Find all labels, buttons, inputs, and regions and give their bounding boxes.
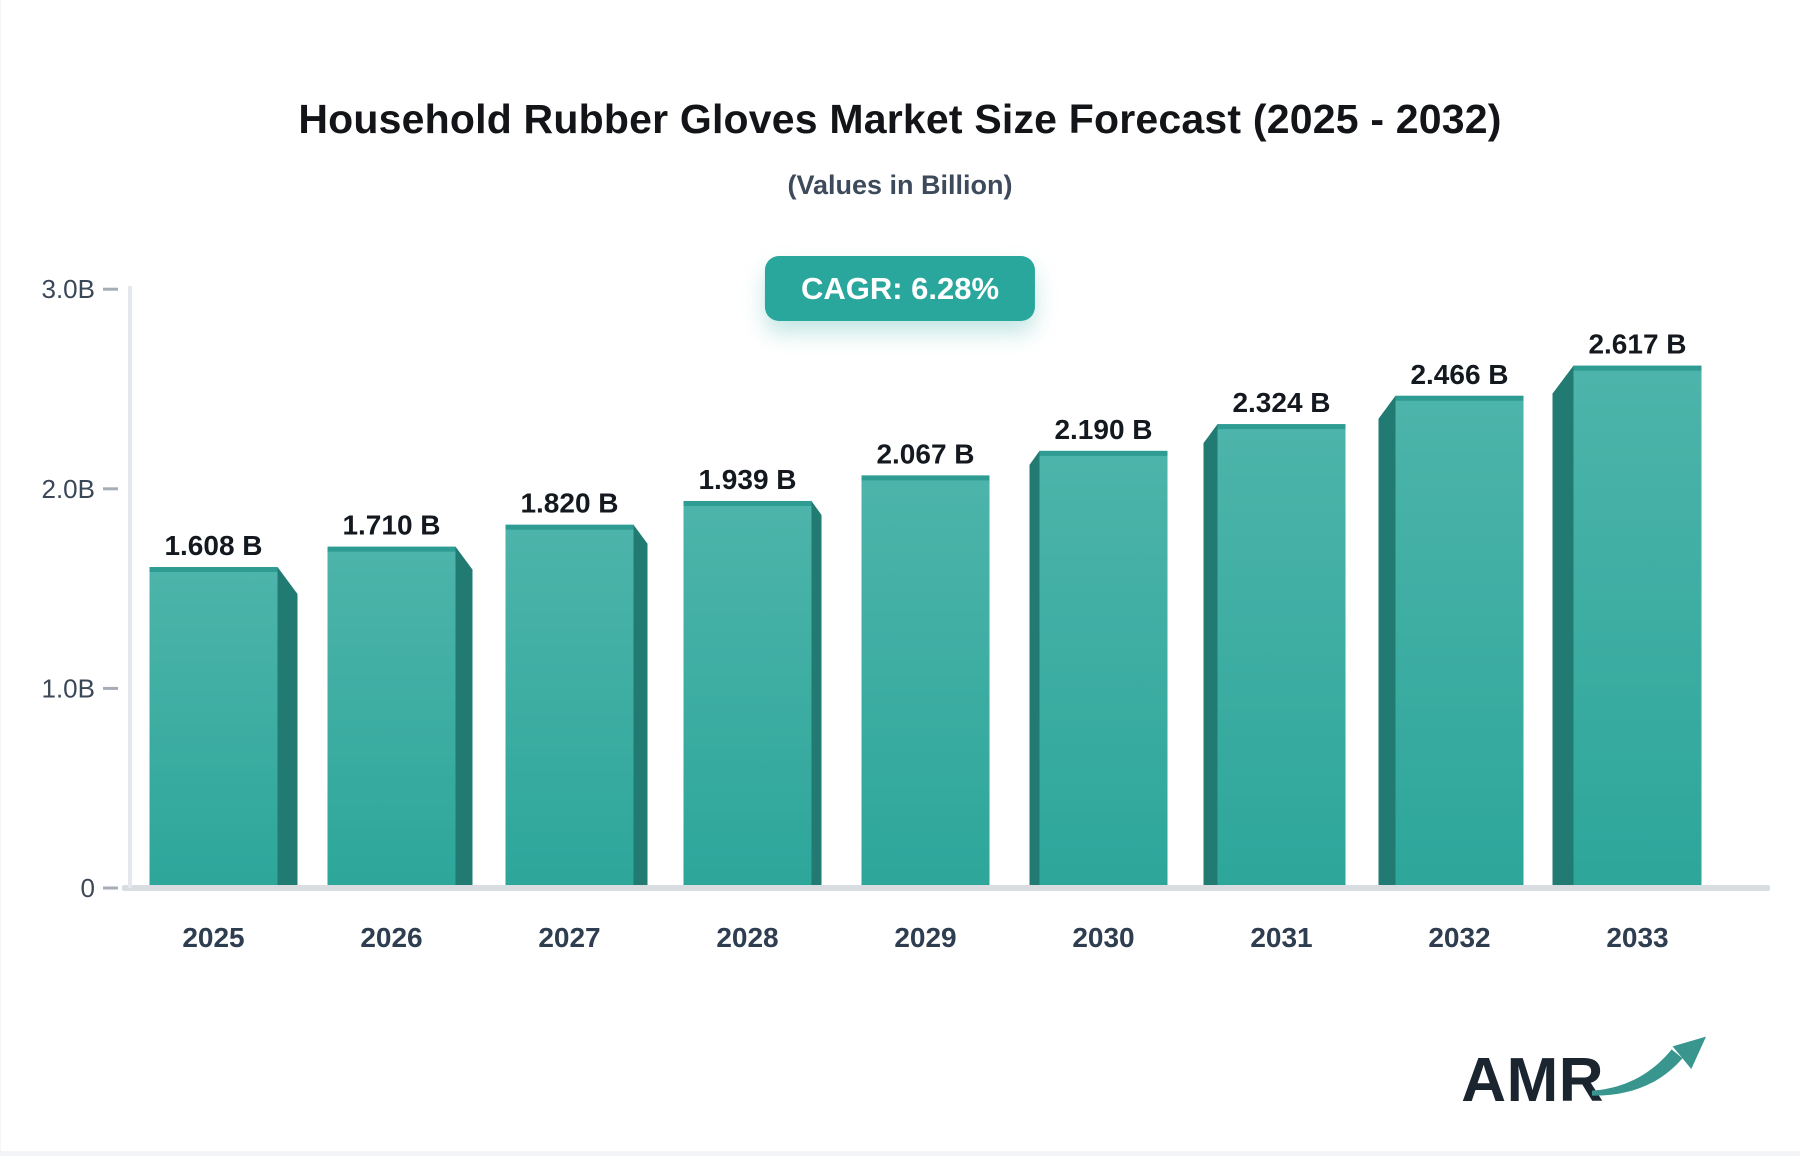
amr-logo: AMR [1461, 1034, 1708, 1112]
bar-face [505, 524, 634, 888]
amr-logo-text: AMR [1461, 1046, 1604, 1115]
bar-group-2032: 2.466 B [1378, 359, 1524, 888]
bar-value-label: 1.608 B [164, 530, 262, 561]
bar-top-edge [1573, 365, 1702, 371]
y-tick-label: 1.0B [42, 673, 96, 703]
bar-face [1039, 450, 1168, 888]
y-tick-label: 2.0B [42, 474, 96, 504]
bar-group-2025: 1.608 B [149, 530, 298, 888]
bar-side-face [1203, 424, 1218, 888]
bar-group-2031: 2.324 B [1203, 387, 1346, 888]
bar-group-2028: 1.939 B [683, 464, 822, 888]
bar-top-edge [1217, 424, 1346, 430]
x-axis-label: 2028 [716, 922, 778, 953]
chart-subtitle: (Values in Billion) [787, 170, 1013, 200]
cagr-badge: CAGR: 6.28% [764, 256, 1036, 321]
y-tick [103, 287, 118, 291]
y-tick [103, 886, 118, 890]
chart-title: Household Rubber Gloves Market Size Fore… [298, 96, 1502, 142]
bar-value-label: 1.820 B [520, 488, 618, 519]
bar-top-edge [1395, 395, 1524, 401]
bar-group-2027: 1.820 B [505, 488, 648, 888]
x-axis-label: 2027 [538, 922, 600, 953]
bar-face [861, 475, 990, 888]
bar-value-label: 1.710 B [342, 510, 440, 541]
bar-top-edge [1039, 450, 1168, 456]
bar-group-2029: 2.067 B [861, 438, 990, 888]
bar-value-label: 2.617 B [1588, 329, 1686, 360]
bar-top-edge [149, 567, 278, 573]
bar-value-label: 1.939 B [698, 464, 796, 495]
x-axis-line [122, 885, 1770, 891]
y-tick-label: 3.0B [42, 274, 96, 304]
bar-face [683, 500, 812, 888]
bar-side-face [1552, 365, 1574, 888]
bar-value-label: 2.466 B [1410, 359, 1508, 390]
x-axis-label: 2033 [1606, 922, 1668, 953]
y-tick [103, 487, 118, 491]
bar-side-face [633, 524, 648, 888]
bar-value-label: 2.324 B [1232, 387, 1330, 418]
x-axis-label: 2029 [894, 922, 956, 953]
bar-group-2030: 2.190 B [1029, 414, 1168, 888]
bar-side-face [455, 546, 473, 888]
bar-value-label: 2.190 B [1054, 414, 1152, 445]
x-axis-label: 2030 [1072, 922, 1134, 953]
y-tick-label: 0 [81, 873, 95, 903]
bar-value-label: 2.067 B [876, 438, 974, 469]
bar-face [1573, 365, 1702, 888]
bar-top-edge [861, 475, 990, 481]
x-axis-label: 2026 [360, 922, 422, 953]
bar-group-2033: 2.617 B [1552, 329, 1702, 888]
bar-face [1395, 395, 1524, 888]
bar-group-2026: 1.710 B [327, 510, 473, 888]
x-axis-label: 2032 [1428, 922, 1490, 953]
y-tick [103, 686, 118, 690]
trend-up-arrow-icon [1591, 1036, 1707, 1096]
bar-top-edge [327, 546, 456, 552]
bar-side-face [811, 500, 822, 888]
x-axis-label: 2025 [182, 922, 244, 953]
bar-side-face [1029, 450, 1040, 888]
bar-top-edge [683, 500, 812, 506]
bar-top-edge [505, 524, 634, 530]
bar-face [327, 546, 456, 888]
bar-face [1217, 424, 1346, 888]
x-axis-label: 2031 [1250, 922, 1312, 953]
bar-face [149, 567, 278, 888]
y-axis-line [128, 286, 132, 888]
bar-side-face [277, 567, 298, 888]
bar-side-face [1378, 395, 1396, 888]
